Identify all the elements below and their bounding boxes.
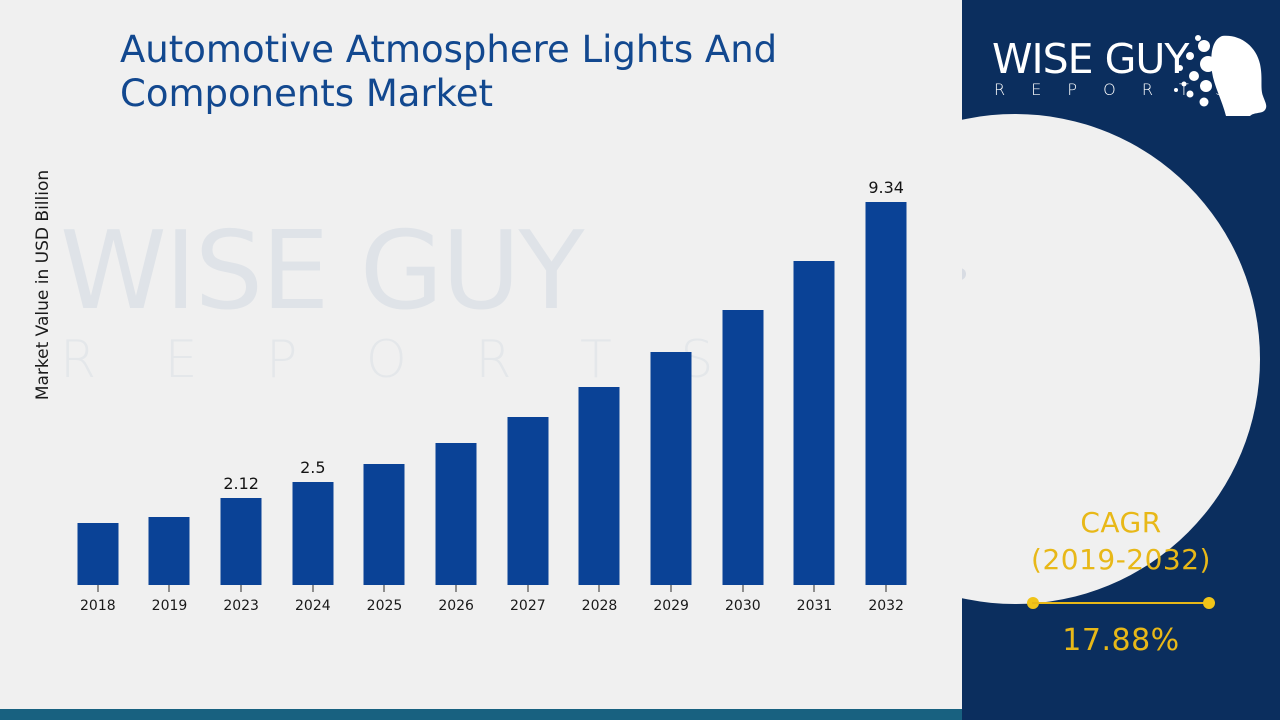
x-axis-tick-label: 2032 <box>868 598 904 614</box>
chart-panel: WISE GUY R E P O R T S Automotive Atmosp… <box>0 28 962 720</box>
divider-rule <box>1032 601 1210 604</box>
cagr-value: 17.88% <box>1062 622 1180 658</box>
x-axis-tick <box>240 585 242 592</box>
bar <box>220 498 262 585</box>
bar-group: 2019 <box>134 150 206 614</box>
x-axis-tick-label: 2024 <box>295 598 331 614</box>
x-axis-tick-label: 2018 <box>80 598 116 614</box>
x-axis-tick <box>598 585 600 592</box>
x-axis-tick-label: 2023 <box>223 598 259 614</box>
bar-group: 2.12 2023 <box>205 150 277 614</box>
x-axis-tick <box>168 585 170 592</box>
divider-dot-right <box>1203 596 1215 609</box>
x-axis-tick <box>97 585 99 592</box>
x-axis-tick-label: 2030 <box>725 598 761 614</box>
bar <box>77 522 119 585</box>
x-axis-tick-label: 2027 <box>510 598 546 614</box>
logo-head-icon <box>1174 35 1267 116</box>
bar-group: 2029 <box>635 150 707 614</box>
x-axis-tick <box>455 585 457 592</box>
bar <box>865 201 907 585</box>
cagr-period: (2019-2032) <box>1031 542 1211 576</box>
bar-group: 2018 <box>62 150 134 614</box>
cagr-label: CAGR <box>1080 506 1162 539</box>
cagr-block: CAGR (2019-2032) 17.88% <box>962 505 1280 658</box>
x-axis-tick-label: 2019 <box>151 598 188 614</box>
bar-group: 2028 <box>564 150 636 614</box>
x-axis-tick <box>312 585 314 592</box>
bar-value-label: 9.34 <box>868 177 904 197</box>
bar-value-label: 2.12 <box>223 474 259 493</box>
x-axis-tick <box>885 585 887 592</box>
x-axis-tick <box>527 585 529 592</box>
bar-group: 2027 <box>492 150 564 614</box>
bar <box>292 482 334 585</box>
bottom-accent-strip <box>0 709 962 720</box>
x-axis-tick-label: 2026 <box>438 598 474 614</box>
x-axis-tick <box>670 585 672 592</box>
bar-group: 2026 <box>420 150 492 614</box>
y-axis-label: Market Value in USD Billion <box>33 169 53 401</box>
bar <box>363 463 405 585</box>
bar-group: 9.34 2032 <box>850 150 922 614</box>
bar-group: 2.5 2024 <box>277 150 349 614</box>
x-axis-tick <box>742 585 744 592</box>
bar-group: 2030 <box>707 150 779 614</box>
bar <box>578 387 620 585</box>
bar-value-label: 2.5 <box>300 458 326 478</box>
bar <box>435 442 477 585</box>
cagr-divider <box>1027 596 1215 609</box>
page-title: Automotive Atmosphere Lights And Compone… <box>120 28 778 115</box>
side-panel: WISE GUY R E P O R T S CAGR (2019-2032) <box>962 0 1280 720</box>
bar <box>148 516 190 585</box>
x-axis-tick <box>813 585 815 592</box>
x-axis-tick-label: 2029 <box>653 598 689 614</box>
x-axis-tick-label: 2028 <box>581 598 618 614</box>
bar <box>722 310 764 585</box>
bar <box>793 260 835 585</box>
decorative-dot-cluster <box>962 268 966 280</box>
logo-subtitle: R E P O R T S <box>994 80 1236 99</box>
x-axis-tick <box>383 585 385 592</box>
brand-logo[interactable]: WISE GUY R E P O R T S <box>980 30 1268 122</box>
bar-group: 2031 <box>779 150 851 614</box>
bar <box>650 351 692 585</box>
bar-group: 2025 <box>349 150 421 614</box>
x-axis-tick-label: 2031 <box>796 598 833 614</box>
bar-chart-plot: 2018 2019 2.12 2023 2.5 2024 2025 2026 2027 2028 2… <box>62 150 922 614</box>
x-axis-tick-label: 2025 <box>366 598 403 614</box>
logo-wordmark: WISE GUY <box>992 35 1189 83</box>
bar <box>507 417 549 585</box>
